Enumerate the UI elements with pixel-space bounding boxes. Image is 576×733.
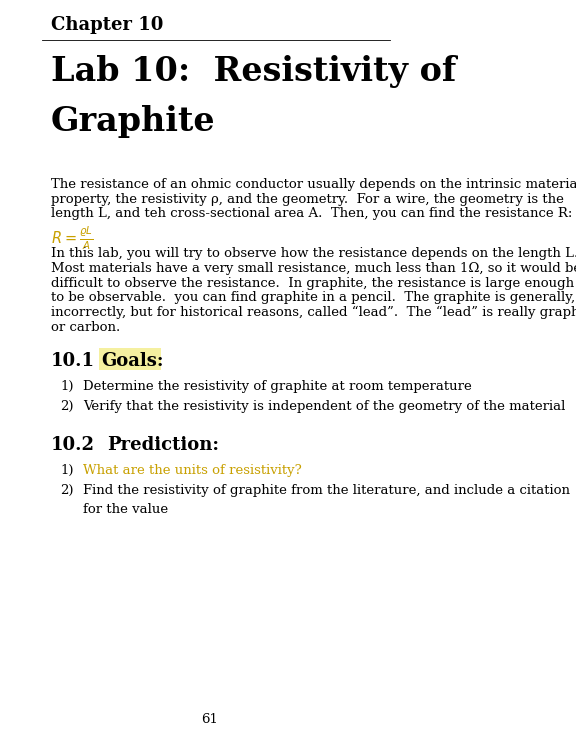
Text: length L, and teh cross-sectional area A.  Then, you can find the resistance R:: length L, and teh cross-sectional area A… [51, 207, 572, 221]
Text: 2): 2) [60, 399, 74, 413]
Text: 1): 1) [60, 464, 74, 476]
Text: 10.1: 10.1 [51, 352, 95, 369]
Text: $R = \frac{\varrho L}{A}$: $R = \frac{\varrho L}{A}$ [51, 224, 93, 252]
Text: 2): 2) [60, 484, 74, 496]
Text: 61: 61 [201, 713, 218, 726]
Text: Find the resistivity of graphite from the literature, and include a citation: Find the resistivity of graphite from th… [84, 484, 570, 496]
Text: In this lab, you will try to observe how the resistance depends on the length L.: In this lab, you will try to observe how… [51, 247, 576, 260]
Text: 10.2: 10.2 [51, 435, 95, 454]
Text: or carbon.: or carbon. [51, 321, 120, 334]
Text: Verify that the resistivity is independent of the geometry of the material: Verify that the resistivity is independe… [84, 399, 566, 413]
Text: property, the resistivity ρ, and the geometry.  For a wire, the geometry is the: property, the resistivity ρ, and the geo… [51, 193, 564, 206]
Text: to be observable.  you can find graphite in a pencil.  The graphite is generally: to be observable. you can find graphite … [51, 292, 575, 304]
Text: Goals:: Goals: [101, 352, 164, 369]
Text: Graphite: Graphite [51, 105, 215, 138]
Text: Determine the resistivity of graphite at room temperature: Determine the resistivity of graphite at… [84, 380, 472, 393]
Text: Chapter 10: Chapter 10 [51, 16, 163, 34]
Text: for the value: for the value [84, 504, 169, 517]
Text: Prediction:: Prediction: [107, 435, 219, 454]
Text: What are the units of resistivity?: What are the units of resistivity? [84, 464, 302, 476]
Text: difficult to observe the resistance.  In graphite, the resistance is large enoug: difficult to observe the resistance. In … [51, 276, 574, 290]
Text: Lab 10:  Resistivity of: Lab 10: Resistivity of [51, 55, 456, 88]
Text: 1): 1) [60, 380, 74, 393]
Text: incorrectly, but for historical reasons, called “lead”.  The “lead” is really gr: incorrectly, but for historical reasons,… [51, 306, 576, 320]
FancyBboxPatch shape [99, 347, 161, 370]
Text: The resistance of an ohmic conductor usually depends on the intrinsic material: The resistance of an ohmic conductor usu… [51, 178, 576, 191]
Text: Most materials have a very small resistance, much less than 1Ω, so it would be: Most materials have a very small resista… [51, 262, 576, 275]
